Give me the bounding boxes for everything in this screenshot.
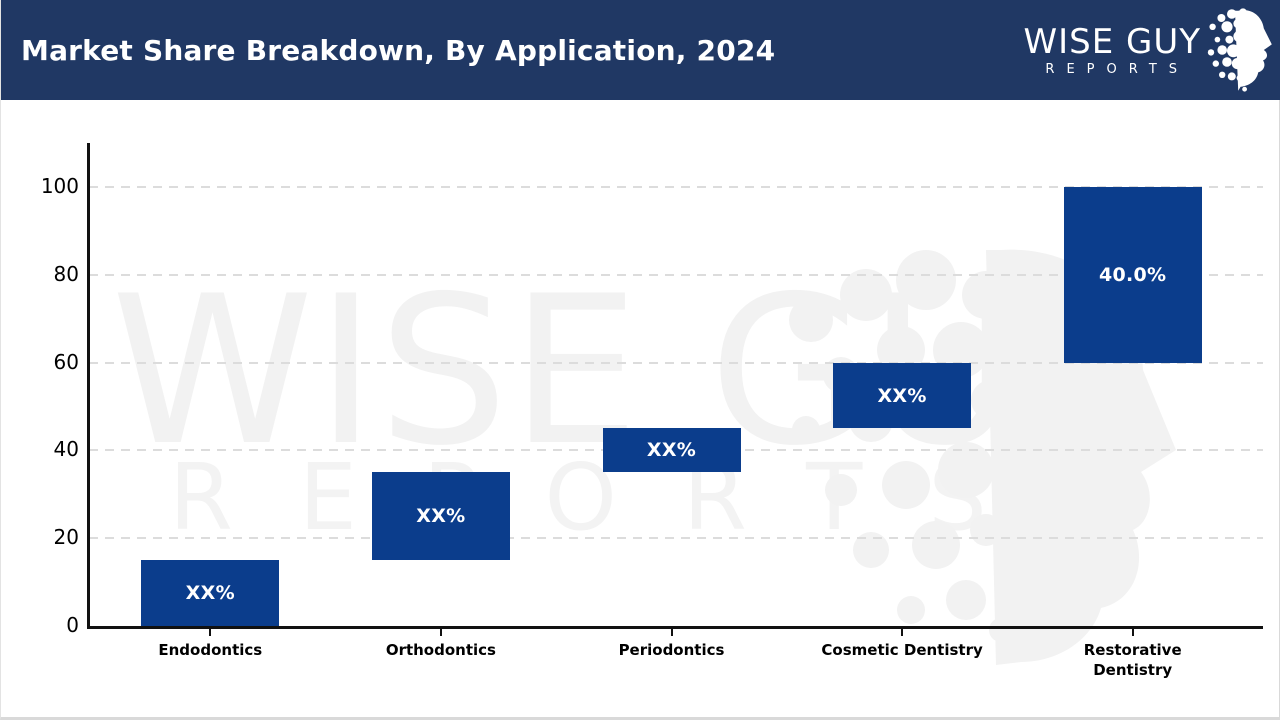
x-axis-tick <box>670 628 673 636</box>
y-axis-tick-label: 60 <box>53 349 79 374</box>
gridline <box>89 361 1263 364</box>
bar-value-label: 40.0% <box>1098 263 1167 286</box>
chart-bar: XX% <box>833 362 972 429</box>
bar-value-label: XX% <box>646 439 697 462</box>
x-axis-line <box>87 626 1263 629</box>
dotted-face-icon <box>1207 8 1272 92</box>
y-axis-tick-label: 20 <box>53 525 79 550</box>
logo-text: WISE GUY REPORTS <box>1023 25 1201 76</box>
x-axis-category-label: Orthodontics <box>385 641 496 659</box>
y-axis-tick-label: 80 <box>53 261 79 286</box>
y-axis-tick-label: 40 <box>53 437 79 462</box>
chart-bar: XX% <box>141 560 280 626</box>
bar-value-label: XX% <box>877 384 927 407</box>
x-axis-category-label: Periodontics <box>618 641 725 659</box>
x-axis-category-label: Restorative Dentistry <box>1083 641 1182 680</box>
x-axis-tick <box>209 628 212 636</box>
bar-value-label: XX% <box>416 505 466 528</box>
page-title: Market Share Breakdown, By Application, … <box>21 33 776 67</box>
chart-bar: XX% <box>371 472 510 561</box>
y-axis-tick-label: 0 <box>66 613 79 637</box>
bar-value-label: XX% <box>185 582 235 605</box>
y-axis-line <box>87 143 90 628</box>
chart-area: WISE GUY REPORTS 0 20 40 60 80 100 XX% Endodont… <box>1 100 1280 720</box>
chart-bar: XX% <box>602 428 741 473</box>
gridline <box>89 273 1263 276</box>
gridline <box>89 537 1263 540</box>
x-axis-tick <box>901 628 904 636</box>
x-axis-category-label: Endodontics <box>158 641 263 659</box>
logo-wordmark: WISE GUY <box>1023 21 1201 62</box>
wise-guy-reports-logo: WISE GUY REPORTS <box>1023 0 1275 100</box>
y-axis-tick-label: 100 <box>40 174 79 198</box>
chart-bar: 40.0% <box>1063 187 1202 363</box>
x-axis-category-label: Cosmetic Dentistry <box>821 641 983 659</box>
x-axis-tick <box>439 628 442 636</box>
logo-subtitle: REPORTS <box>1045 61 1190 77</box>
header-bar: Market Share Breakdown, By Application, … <box>1 0 1280 100</box>
gridline <box>89 186 1263 188</box>
x-axis-tick <box>1131 628 1134 636</box>
